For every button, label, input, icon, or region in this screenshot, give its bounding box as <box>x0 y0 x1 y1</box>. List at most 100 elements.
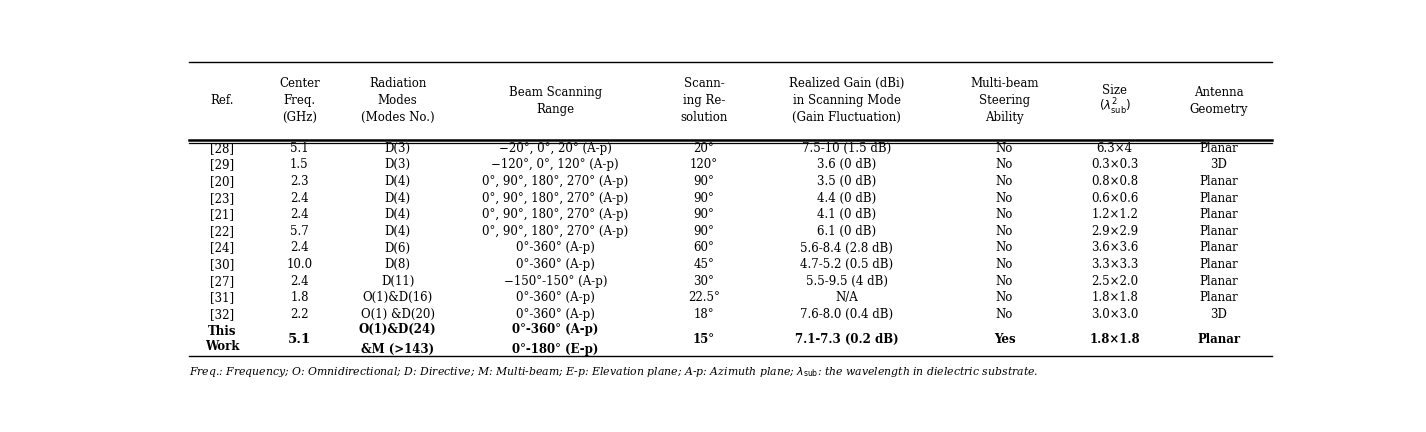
Text: D(4): D(4) <box>385 192 411 205</box>
Text: Planar: Planar <box>1199 241 1238 254</box>
Text: 2.9×2.9: 2.9×2.9 <box>1091 225 1138 238</box>
Text: 3D: 3D <box>1211 308 1228 321</box>
Text: This
Work: This Work <box>205 325 240 353</box>
Text: Center
Freq.
(GHz): Center Freq. (GHz) <box>279 77 319 124</box>
Text: O(1)&D(24): O(1)&D(24) <box>359 323 436 336</box>
Text: 20°: 20° <box>693 142 714 155</box>
Text: D(4): D(4) <box>385 208 411 221</box>
Text: 2.4: 2.4 <box>289 241 308 254</box>
Text: 60°: 60° <box>693 241 714 254</box>
Text: 5.6-8.4 (2.8 dB): 5.6-8.4 (2.8 dB) <box>800 241 893 254</box>
Text: 2.4: 2.4 <box>289 275 308 288</box>
Text: &M (>143): &M (>143) <box>361 343 434 356</box>
Text: 45°: 45° <box>693 258 714 271</box>
Text: N/A: N/A <box>836 291 858 304</box>
Text: 3.3×3.3: 3.3×3.3 <box>1091 258 1138 271</box>
Text: Planar: Planar <box>1199 192 1238 205</box>
Text: No: No <box>995 208 1014 221</box>
Text: D(6): D(6) <box>385 241 411 254</box>
Text: 0.8×0.8: 0.8×0.8 <box>1091 175 1138 188</box>
Text: 3D: 3D <box>1211 159 1228 172</box>
Text: 5.7: 5.7 <box>289 225 309 238</box>
Text: 0°-360° (A-p): 0°-360° (A-p) <box>516 241 595 254</box>
Text: −120°, 0°, 120° (A-p): −120°, 0°, 120° (A-p) <box>492 159 619 172</box>
Text: 15°: 15° <box>693 333 714 346</box>
Text: D(4): D(4) <box>385 225 411 238</box>
Text: [24]: [24] <box>210 241 234 254</box>
Text: Freq.: Frequency; O: Omnidirectional; D: Directive; M: Multi-beam; E-p: Elevatio: Freq.: Frequency; O: Omnidirectional; D:… <box>190 365 1038 379</box>
Text: 6.1 (0 dB): 6.1 (0 dB) <box>817 225 877 238</box>
Text: 0°, 90°, 180°, 270° (A-p): 0°, 90°, 180°, 270° (A-p) <box>482 192 629 205</box>
Text: 22.5°: 22.5° <box>689 291 720 304</box>
Text: Yes: Yes <box>994 333 1015 346</box>
Text: 2.4: 2.4 <box>289 208 308 221</box>
Text: Realized Gain (dBi)
in Scanning Mode
(Gain Fluctuation): Realized Gain (dBi) in Scanning Mode (Ga… <box>789 77 904 124</box>
Text: 5.1: 5.1 <box>288 333 311 346</box>
Text: 4.4 (0 dB): 4.4 (0 dB) <box>817 192 877 205</box>
Text: [32]: [32] <box>210 308 234 321</box>
Text: 2.5×2.0: 2.5×2.0 <box>1091 275 1138 288</box>
Text: 3.6×3.6: 3.6×3.6 <box>1091 241 1138 254</box>
Text: Planar: Planar <box>1198 333 1241 346</box>
Text: 0°-180° (E-p): 0°-180° (E-p) <box>512 343 599 356</box>
Text: 3.6 (0 dB): 3.6 (0 dB) <box>817 159 877 172</box>
Text: No: No <box>995 241 1014 254</box>
Text: Planar: Planar <box>1199 291 1238 304</box>
Text: 0°, 90°, 180°, 270° (A-p): 0°, 90°, 180°, 270° (A-p) <box>482 208 629 221</box>
Text: Multi-beam
Steering
Ability: Multi-beam Steering Ability <box>970 77 1038 124</box>
Text: [23]: [23] <box>210 192 234 205</box>
Text: 120°: 120° <box>690 159 719 172</box>
Text: 0°-360° (A-p): 0°-360° (A-p) <box>516 291 595 304</box>
Text: $(\lambda^2_{\mathrm{sub}})$: $(\lambda^2_{\mathrm{sub}})$ <box>1098 97 1131 117</box>
Text: [27]: [27] <box>210 275 234 288</box>
Text: 0°-360° (A-p): 0°-360° (A-p) <box>512 323 599 336</box>
Text: Scann-
ing Re-
solution: Scann- ing Re- solution <box>680 77 727 124</box>
Text: O(1) &D(20): O(1) &D(20) <box>361 308 435 321</box>
Text: −150°-150° (A-p): −150°-150° (A-p) <box>503 275 607 288</box>
Text: Beam Scanning
Range: Beam Scanning Range <box>509 86 602 116</box>
Text: 4.1 (0 dB): 4.1 (0 dB) <box>817 208 877 221</box>
Text: Radiation
Modes
(Modes No.): Radiation Modes (Modes No.) <box>361 77 435 124</box>
Text: Planar: Planar <box>1199 142 1238 155</box>
Text: Ref.: Ref. <box>210 95 234 108</box>
Text: 90°: 90° <box>693 208 714 221</box>
Text: No: No <box>995 175 1014 188</box>
Text: [29]: [29] <box>210 159 234 172</box>
Text: No: No <box>995 258 1014 271</box>
Text: 1.2×1.2: 1.2×1.2 <box>1091 208 1138 221</box>
Text: Planar: Planar <box>1199 175 1238 188</box>
Text: 0°-360° (A-p): 0°-360° (A-p) <box>516 258 595 271</box>
Text: O(1)&D(16): O(1)&D(16) <box>362 291 432 304</box>
Text: 5.1: 5.1 <box>289 142 308 155</box>
Text: Planar: Planar <box>1199 275 1238 288</box>
Text: 0.6×0.6: 0.6×0.6 <box>1091 192 1138 205</box>
Text: 1.5: 1.5 <box>289 159 308 172</box>
Text: 1.8×1.8: 1.8×1.8 <box>1091 291 1138 304</box>
Text: No: No <box>995 291 1014 304</box>
Text: 1.8×1.8: 1.8×1.8 <box>1089 333 1139 346</box>
Text: 0°, 90°, 180°, 270° (A-p): 0°, 90°, 180°, 270° (A-p) <box>482 175 629 188</box>
Text: −20°, 0°, 20° (A-p): −20°, 0°, 20° (A-p) <box>499 142 612 155</box>
Text: [20]: [20] <box>210 175 234 188</box>
Text: 7.6-8.0 (0.4 dB): 7.6-8.0 (0.4 dB) <box>800 308 894 321</box>
Text: 3.0×3.0: 3.0×3.0 <box>1091 308 1138 321</box>
Text: No: No <box>995 275 1014 288</box>
Text: 0.3×0.3: 0.3×0.3 <box>1091 159 1138 172</box>
Text: Planar: Planar <box>1199 225 1238 238</box>
Text: No: No <box>995 192 1014 205</box>
Text: Antenna
Geometry: Antenna Geometry <box>1189 86 1248 116</box>
Text: Size: Size <box>1102 84 1127 97</box>
Text: [30]: [30] <box>210 258 234 271</box>
Text: Planar: Planar <box>1199 208 1238 221</box>
Text: 90°: 90° <box>693 225 714 238</box>
Text: 10.0: 10.0 <box>287 258 312 271</box>
Text: 4.7-5.2 (0.5 dB): 4.7-5.2 (0.5 dB) <box>800 258 894 271</box>
Text: 6.3×4: 6.3×4 <box>1097 142 1132 155</box>
Text: 7.5-10 (1.5 dB): 7.5-10 (1.5 dB) <box>803 142 891 155</box>
Text: D(11): D(11) <box>381 275 415 288</box>
Text: No: No <box>995 142 1014 155</box>
Text: 0°, 90°, 180°, 270° (A-p): 0°, 90°, 180°, 270° (A-p) <box>482 225 629 238</box>
Text: D(4): D(4) <box>385 175 411 188</box>
Text: Planar: Planar <box>1199 258 1238 271</box>
Text: 5.5-9.5 (4 dB): 5.5-9.5 (4 dB) <box>806 275 888 288</box>
